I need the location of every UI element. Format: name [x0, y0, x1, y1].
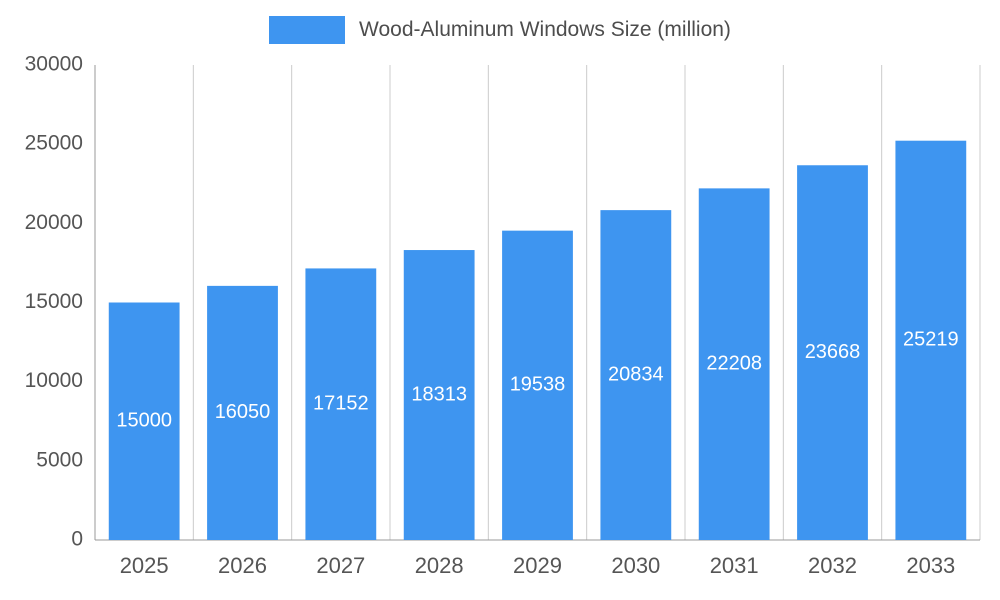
bar-value-label: 22208 [706, 352, 762, 374]
x-tick-label: 2031 [710, 553, 759, 578]
bar-value-label: 18313 [411, 383, 467, 405]
bar-value-label: 25219 [903, 329, 959, 351]
bar-value-label: 20834 [608, 363, 664, 385]
y-tick-label: 25000 [25, 132, 83, 155]
bar [108, 302, 180, 540]
bar-value-label: 19538 [510, 374, 566, 396]
chart-legend[interactable]: Wood-Aluminum Windows Size (million) [0, 16, 1000, 44]
y-tick-label: 5000 [36, 448, 83, 471]
x-tick-label: 2033 [906, 553, 955, 578]
x-tick-label: 2029 [513, 553, 562, 578]
bar [600, 210, 672, 540]
bar [403, 250, 475, 540]
x-tick-label: 2026 [218, 553, 267, 578]
x-tick-label: 2032 [808, 553, 857, 578]
y-tick-label: 0 [71, 528, 83, 551]
bar [305, 268, 377, 540]
y-tick-label: 10000 [25, 369, 83, 392]
x-tick-label: 2030 [611, 553, 660, 578]
bar [797, 165, 868, 541]
bar-value-label: 16050 [215, 401, 271, 423]
x-tick-label: 2025 [120, 553, 169, 578]
bar-value-label: 15000 [116, 410, 172, 432]
bar [207, 285, 278, 540]
y-tick-label: 20000 [25, 211, 83, 234]
y-tick-label: 30000 [25, 53, 83, 76]
legend-label: Wood-Aluminum Windows Size (million) [359, 18, 731, 41]
bar [502, 230, 573, 541]
legend-swatch [269, 16, 346, 44]
bar [698, 188, 770, 540]
bar-value-label: 17152 [313, 392, 369, 414]
y-tick-label: 15000 [25, 290, 83, 313]
x-tick-label: 2027 [316, 553, 365, 578]
bar-value-label: 23668 [805, 341, 861, 363]
bar [895, 140, 967, 541]
x-tick-label: 2028 [415, 553, 464, 578]
